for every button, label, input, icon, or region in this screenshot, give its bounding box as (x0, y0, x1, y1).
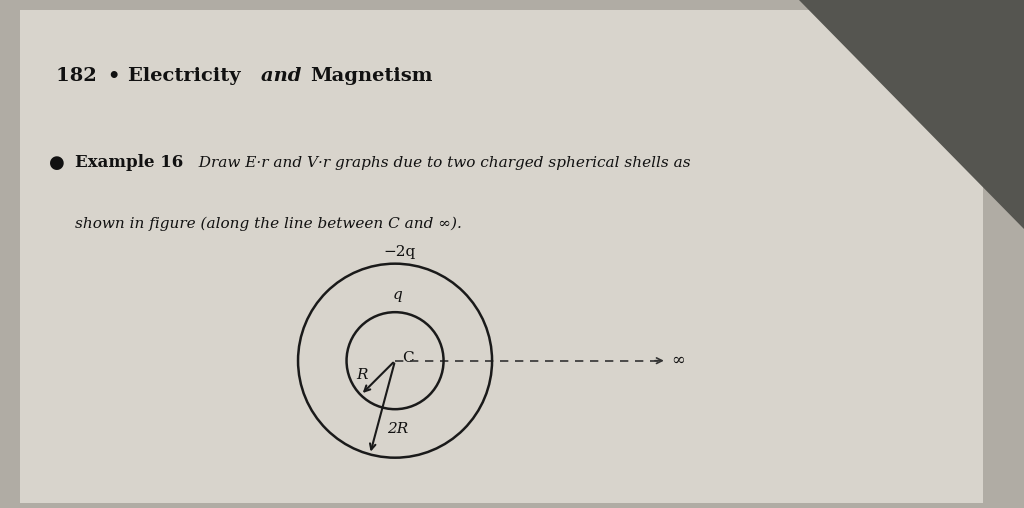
Text: shown in figure (along the line between C and ∞).: shown in figure (along the line between … (75, 216, 462, 231)
Text: 182: 182 (56, 67, 103, 85)
Text: C: C (402, 351, 414, 365)
Text: and: and (261, 67, 308, 85)
Text: ●: ● (49, 153, 65, 172)
Text: Magnetism: Magnetism (310, 67, 433, 85)
Text: ∞: ∞ (672, 352, 685, 369)
Text: Example 16: Example 16 (75, 154, 183, 171)
Text: Electricity: Electricity (128, 67, 248, 85)
Text: −2q: −2q (384, 245, 416, 259)
Text: •: • (108, 67, 127, 85)
Text: R: R (356, 368, 369, 383)
Text: Draw E·r and V·r graphs due to two charged spherical shells as: Draw E·r and V·r graphs due to two charg… (189, 155, 691, 170)
FancyBboxPatch shape (20, 10, 983, 503)
Text: q: q (392, 289, 402, 302)
Polygon shape (799, 0, 1024, 229)
Text: 2R: 2R (387, 422, 409, 436)
